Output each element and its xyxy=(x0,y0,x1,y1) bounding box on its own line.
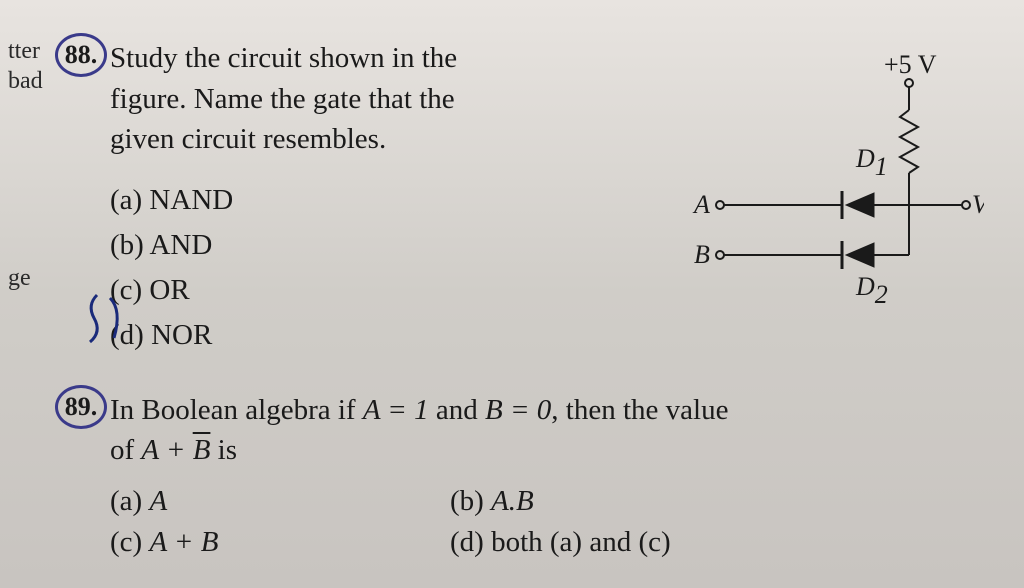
page: tter bad ge 88. Study the circuit shown … xyxy=(0,0,1024,588)
q89-l2c: B xyxy=(193,434,211,466)
b-label: B xyxy=(694,240,710,269)
q89-option-c: (c) A + B xyxy=(110,526,450,559)
q89-l2a: of xyxy=(110,434,141,466)
supply-label: +5 V xyxy=(884,55,937,79)
q89-l2d: is xyxy=(210,434,237,466)
diode-d1-icon xyxy=(846,193,874,217)
q89-l1c: and xyxy=(429,394,485,426)
d2-label: D2 xyxy=(855,272,888,305)
d1-label: D1 xyxy=(855,144,888,181)
supply-node-icon xyxy=(905,79,913,87)
question-88-text: Study the circuit shown in the figure. N… xyxy=(110,38,690,160)
q89-l1a: In Boolean algebra if xyxy=(110,394,363,426)
a-label: A xyxy=(692,190,710,219)
q88-line3: given circuit resembles. xyxy=(110,123,386,155)
circuit-diagram: +5 V Vo D1 A B D2 xyxy=(674,55,984,305)
q89-l1b: A = 1 xyxy=(363,394,429,426)
q88-line1: Study the circuit shown in the xyxy=(110,42,457,74)
a-node-icon xyxy=(716,201,724,209)
b-node-icon xyxy=(716,251,724,259)
margin-cutoff-2: bad xyxy=(8,68,43,95)
resistor-icon xyxy=(900,110,918,173)
pen-mark-icon xyxy=(82,290,130,348)
q89-l2b: A + xyxy=(141,434,192,466)
q89-option-a: (a) A xyxy=(110,485,450,518)
q89-option-b: (b) A.B xyxy=(450,485,830,518)
q89-option-d: (d) both (a) and (c) xyxy=(450,526,830,559)
question-89: 89. In Boolean algebra if A = 1 and B = … xyxy=(110,390,984,559)
question-number-88: 88. xyxy=(55,33,107,77)
margin-cutoff-1: tter xyxy=(8,38,40,65)
vo-label: Vo xyxy=(972,190,984,227)
vo-node-icon xyxy=(962,201,970,209)
q89-l1e: , then the value xyxy=(551,394,728,426)
q88-option-d: (d) NOR xyxy=(110,313,984,358)
question-89-text: In Boolean algebra if A = 1 and B = 0, t… xyxy=(110,390,984,471)
diode-d2-icon xyxy=(846,243,874,267)
question-number-89: 89. xyxy=(55,385,107,429)
q89-l1d: B = 0 xyxy=(485,394,551,426)
margin-cutoff-3: ge xyxy=(8,265,31,292)
q89-options: (a) A (b) A.B (c) A + B (d) both (a) and… xyxy=(110,485,984,559)
q88-line2: figure. Name the gate that the xyxy=(110,83,455,115)
